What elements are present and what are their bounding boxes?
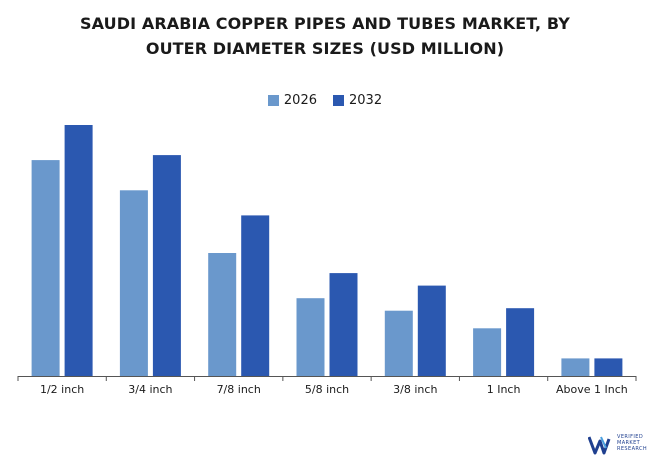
- logo-text: VERIFIED MARKET RESEARCH: [617, 434, 647, 452]
- legend-item-2032: 2032: [333, 93, 382, 108]
- x-tick-label: 5/8 inch: [305, 383, 349, 396]
- bar-2032-1-inch: [506, 308, 535, 376]
- vmr-logo-icon: [588, 436, 611, 455]
- bar-2032-1-2-inch: [64, 125, 93, 376]
- x-tick-label: 1/2 inch: [40, 383, 84, 396]
- chart-legend: 2026 2032: [0, 93, 650, 108]
- logo-text-line-3: RESEARCH: [617, 446, 648, 452]
- x-tick-label: 7/8 inch: [217, 383, 261, 396]
- brand-logo: VERIFIED MARKET RESEARCH: [588, 432, 650, 460]
- bar-2026-5-8-inch: [296, 298, 325, 376]
- bar-2032-3-8-inch: [417, 285, 446, 376]
- bar-2032-5-8-inch: [329, 273, 358, 376]
- chart-title-line-1: SAUDI ARABIA COPPER PIPES AND TUBES MARK…: [80, 14, 570, 33]
- bar-2032-7-8-inch: [241, 215, 270, 376]
- bar-2026-3-4-inch: [119, 190, 148, 376]
- bar-2026-1-2-inch: [31, 160, 60, 376]
- logo-text-line-1: VERIFIED: [617, 434, 644, 440]
- bar-2026-7-8-inch: [208, 253, 237, 376]
- bar-2032-above-1-inch: [594, 358, 623, 376]
- bar-2026-1-inch: [473, 328, 502, 376]
- x-tick-label: 3/4 inch: [128, 383, 172, 396]
- legend-label-2032: 2032: [349, 93, 383, 108]
- bar-2032-3-4-inch: [152, 155, 181, 376]
- x-tick-label: Above 1 Inch: [556, 383, 628, 396]
- bar-2026-3-8-inch: [384, 310, 413, 376]
- x-tick-label: 3/8 inch: [393, 383, 437, 396]
- legend-item-2026: 2026: [267, 93, 317, 108]
- x-tick-label: 1 Inch: [487, 383, 521, 396]
- logo-text-line-2: MARKET: [617, 440, 641, 446]
- chart-title-line-2: OUTER DIAMETER SIZES (USD MILLION): [145, 39, 505, 58]
- chart-title: SAUDI ARABIA COPPER PIPES AND TUBES MARK…: [0, 11, 650, 61]
- legend-swatch-2032: [333, 95, 344, 106]
- legend-label-2026: 2026: [283, 93, 317, 108]
- legend-swatch-2026: [267, 95, 279, 106]
- bar-2026-above-1-inch: [561, 358, 590, 376]
